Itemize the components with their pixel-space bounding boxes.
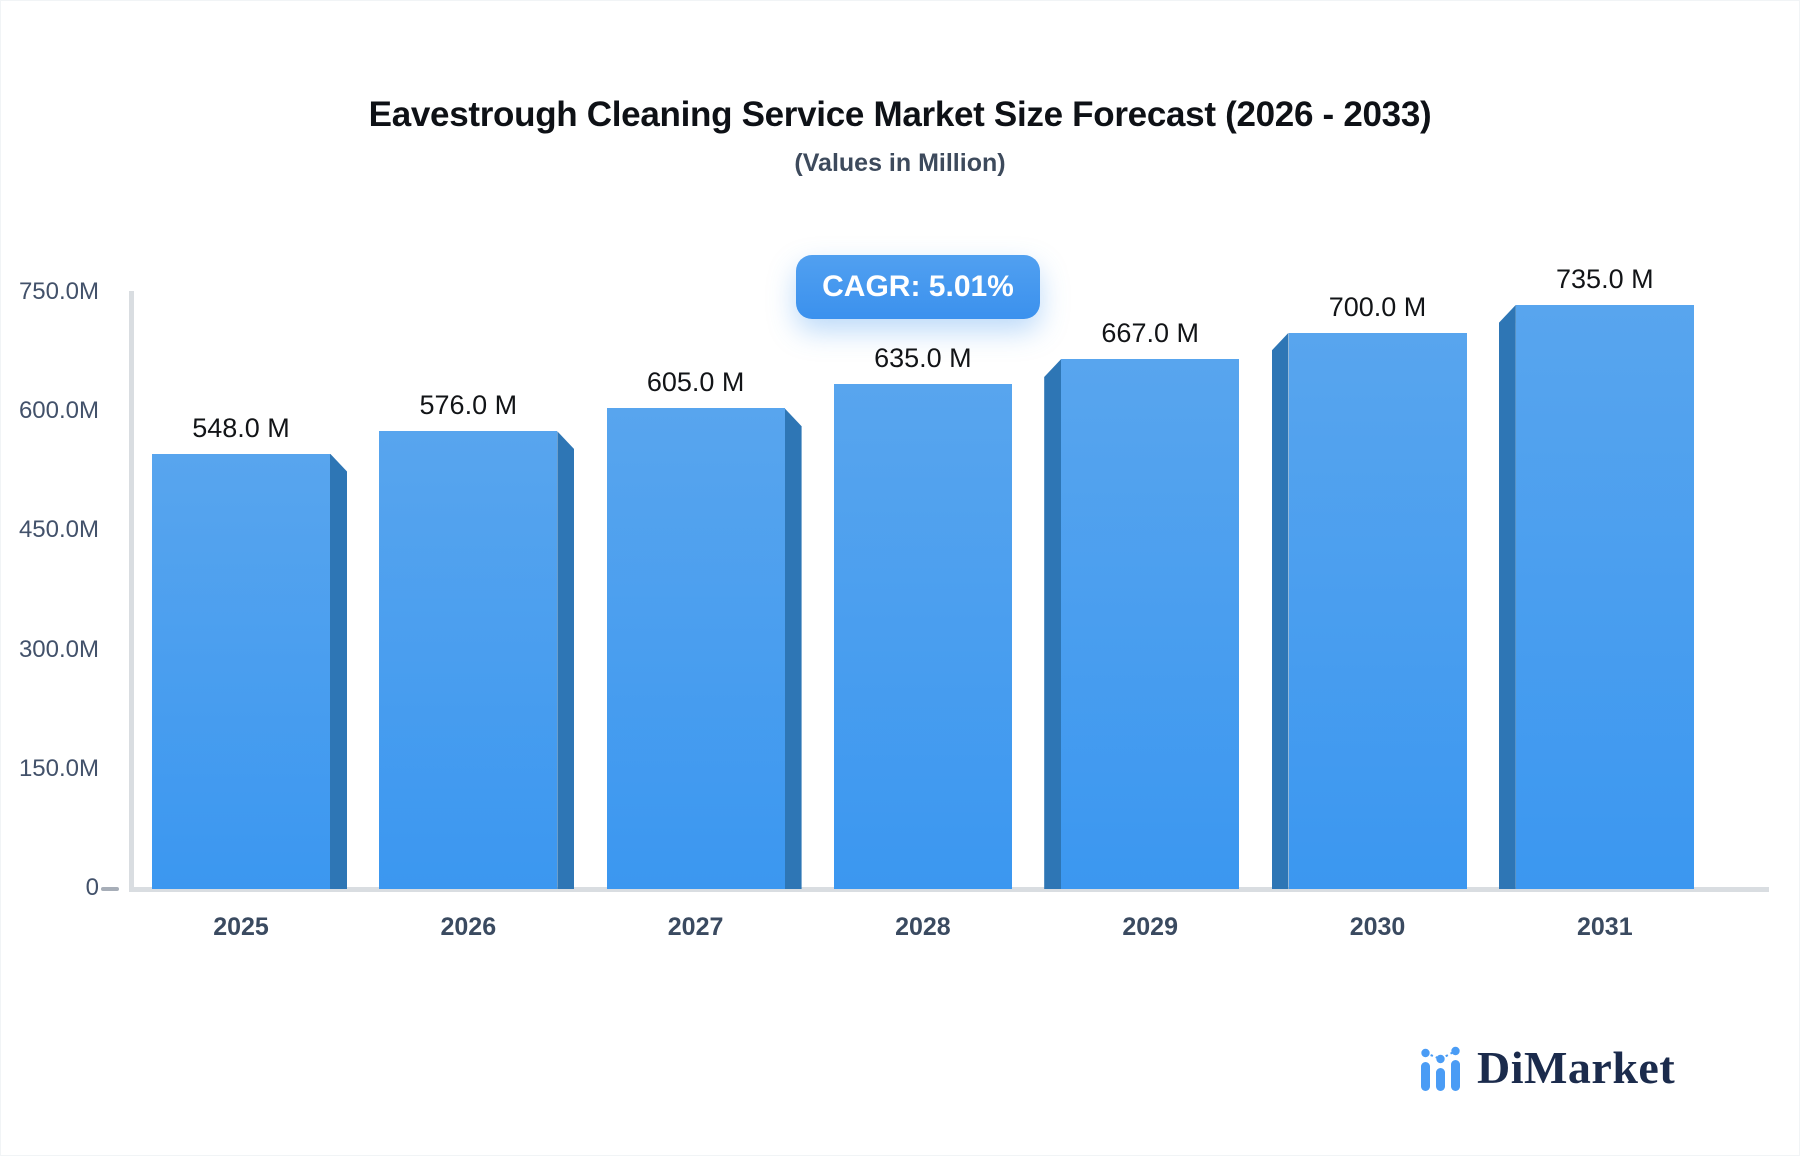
bar-value-label: 635.0 M [874, 343, 972, 374]
bar-value-label: 576.0 M [419, 390, 518, 421]
y-axis-line [129, 291, 134, 889]
cagr-badge-label: CAGR: 5.01% [822, 270, 1014, 303]
bar-front-face [1515, 304, 1694, 889]
brand-logo[interactable]: DiMarket [1419, 1041, 1675, 1094]
bar-front-face [379, 431, 558, 889]
y-axis-tick-label: 600.0M [18, 397, 99, 425]
brand-name: DiMarket [1477, 1042, 1676, 1093]
bar-side-face [1498, 304, 1516, 889]
bar-side-face [330, 453, 347, 889]
y-axis-tick-label: 750.0M [18, 278, 99, 305]
bar-front-face [152, 453, 330, 889]
y-axis-tick-label: 450.0M [18, 516, 99, 544]
bar-value-label: 667.0 M [1101, 317, 1199, 348]
bar-value-label: 700.0 M [1328, 291, 1427, 322]
chart-subtitle: (Values in Million) [794, 149, 1006, 177]
x-axis-label: 2028 [895, 913, 951, 941]
bar-front-face [1061, 358, 1240, 889]
bar-front-face [1288, 332, 1467, 889]
chart-title: Eavestrough Cleaning Service Market Size… [368, 95, 1432, 134]
cagr-badge: CAGR: 5.01% [796, 255, 1040, 319]
bar[interactable] [1498, 304, 1694, 889]
bar-value-label: 548.0 M [192, 412, 290, 443]
bar-side-face [784, 408, 802, 889]
brand-logo-icon [1421, 1046, 1460, 1091]
bar[interactable] [379, 431, 575, 889]
bar-value-label: 735.0 M [1556, 263, 1654, 294]
bar[interactable] [152, 453, 347, 889]
x-axis-label: 2027 [667, 913, 724, 941]
bar[interactable] [833, 384, 1012, 889]
x-axis-label: 2025 [213, 913, 269, 941]
y-axis-tick-label: 0 [85, 874, 99, 901]
bar[interactable] [1271, 332, 1467, 889]
y-axis-tick-label: 150.0M [18, 754, 99, 782]
y-axis-tick-label: 300.0M [18, 635, 99, 663]
x-axis-label: 2029 [1122, 913, 1178, 941]
bar-front-face [606, 408, 785, 889]
bar-side-face [1271, 332, 1289, 889]
x-axis-line [129, 887, 1769, 892]
bar-side-face [1044, 358, 1062, 889]
bar-value-label: 605.0 M [646, 367, 745, 398]
x-axis-label: 2030 [1349, 913, 1406, 941]
bar-side-face [557, 431, 575, 889]
bar-front-face [833, 384, 1012, 889]
bar[interactable] [1044, 358, 1240, 889]
bar[interactable] [606, 408, 802, 889]
x-axis-label: 2031 [1576, 913, 1633, 941]
x-axis-label: 2026 [440, 913, 497, 941]
y-axis-zero-tick [101, 887, 119, 891]
